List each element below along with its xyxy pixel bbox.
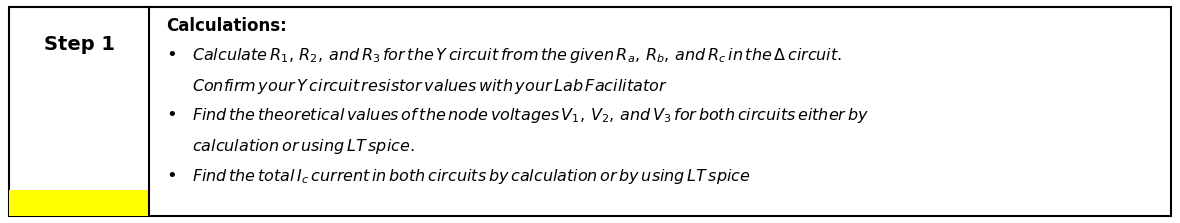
Text: $\mathit{Find\/the\/theoretical\/values\/of\/the\/node\/voltages\/V_1,\/V_2,\/an: $\mathit{Find\/the\/theoretical\/values\… [192, 106, 870, 125]
Text: $\mathit{calculation\/or\/using\/LT\/spice.}$: $\mathit{calculation\/or\/using\/LT\/spi… [192, 137, 415, 156]
Text: Calculations:: Calculations: [166, 17, 287, 35]
Text: $\mathit{Calculate\/R_1,\/R_2,\/and\/R_3\/for\/the\/Y\/circuit\/from\/the\/given: $\mathit{Calculate\/R_1,\/R_2,\/and\/R_3… [192, 46, 843, 65]
Text: $\mathit{Find\/the\/total\/I_c\/current\/in\/both\/circuits\/by\/calculation\/or: $\mathit{Find\/the\/total\/I_c\/current\… [192, 167, 752, 186]
Text: •: • [166, 46, 177, 64]
Text: Step 1: Step 1 [44, 35, 114, 54]
Text: $\mathit{Confirm\/your\/Y\/circuit\/resistor\/values\/with\/your\/Lab\/Facilitat: $\mathit{Confirm\/your\/Y\/circuit\/resi… [192, 77, 668, 96]
Text: •: • [166, 167, 177, 185]
Bar [9, 190, 149, 216]
Text: •: • [166, 106, 177, 124]
